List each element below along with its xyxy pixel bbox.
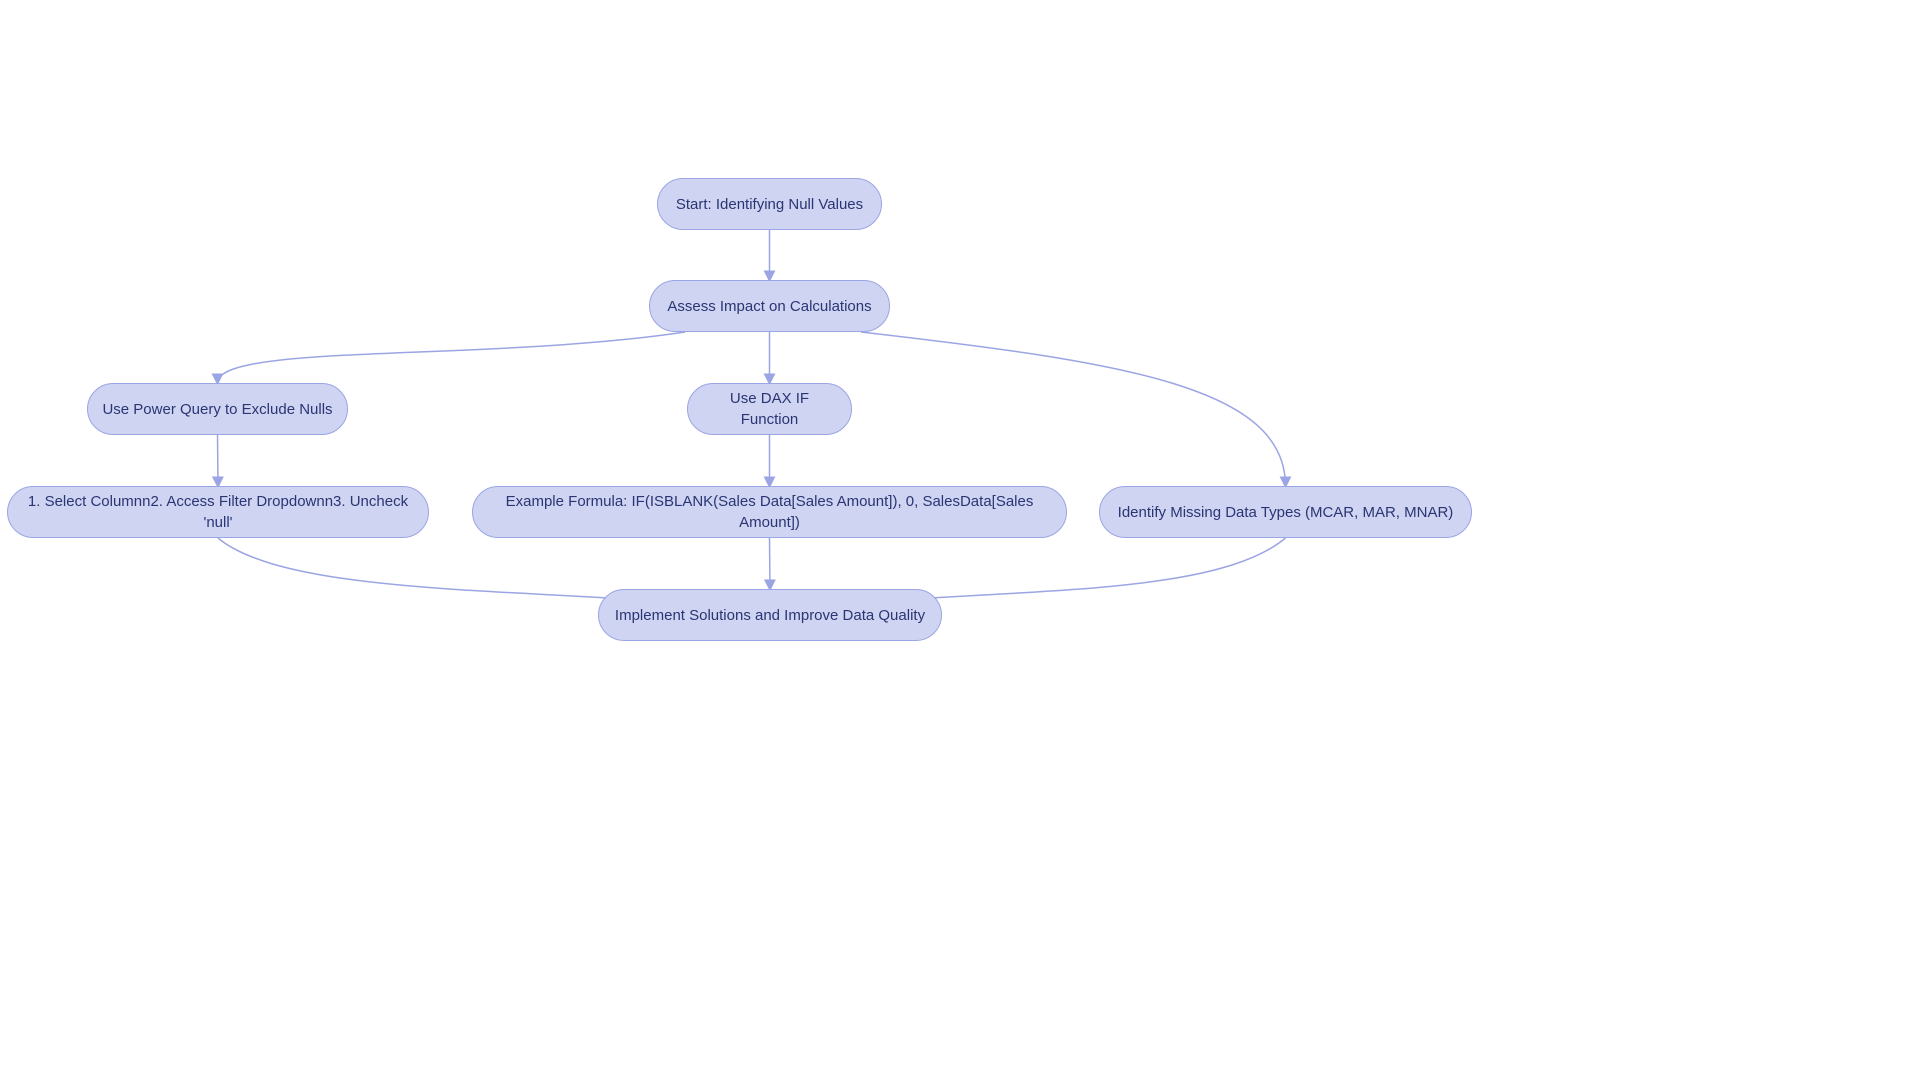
node-label: Assess Impact on Calculations bbox=[667, 296, 871, 317]
edge-n2-n5 bbox=[218, 435, 219, 486]
flowchart-node-n0: Start: Identifying Null Values bbox=[657, 178, 882, 230]
node-label: 1. Select Columnn2. Access Filter Dropdo… bbox=[22, 491, 414, 533]
node-label: Implement Solutions and Improve Data Qua… bbox=[615, 605, 925, 626]
node-label: Identify Missing Data Types (MCAR, MAR, … bbox=[1118, 502, 1454, 523]
edge-n5-n7 bbox=[218, 538, 626, 599]
flowchart-node-n2: Use Power Query to Exclude Nulls bbox=[87, 383, 348, 435]
edge-n1-n4 bbox=[861, 332, 1285, 486]
flowchart-node-n7: Implement Solutions and Improve Data Qua… bbox=[598, 589, 942, 641]
flowchart-node-n5: 1. Select Columnn2. Access Filter Dropdo… bbox=[7, 486, 429, 538]
edge-n4-n7 bbox=[914, 538, 1285, 599]
node-label: Use Power Query to Exclude Nulls bbox=[102, 399, 332, 420]
flowchart-node-n4: Identify Missing Data Types (MCAR, MAR, … bbox=[1099, 486, 1472, 538]
edge-n6-n7 bbox=[770, 538, 771, 589]
node-label: Example Formula: IF(ISBLANK(Sales Data[S… bbox=[487, 491, 1052, 533]
flowchart-node-n1: Assess Impact on Calculations bbox=[649, 280, 890, 332]
flowchart-node-n6: Example Formula: IF(ISBLANK(Sales Data[S… bbox=[472, 486, 1067, 538]
node-label: Start: Identifying Null Values bbox=[676, 194, 863, 215]
flowchart-node-n3: Use DAX IF Function bbox=[687, 383, 852, 435]
flowchart-edges bbox=[0, 0, 1920, 1083]
edge-n1-n2 bbox=[218, 332, 686, 383]
node-label: Use DAX IF Function bbox=[702, 388, 837, 430]
